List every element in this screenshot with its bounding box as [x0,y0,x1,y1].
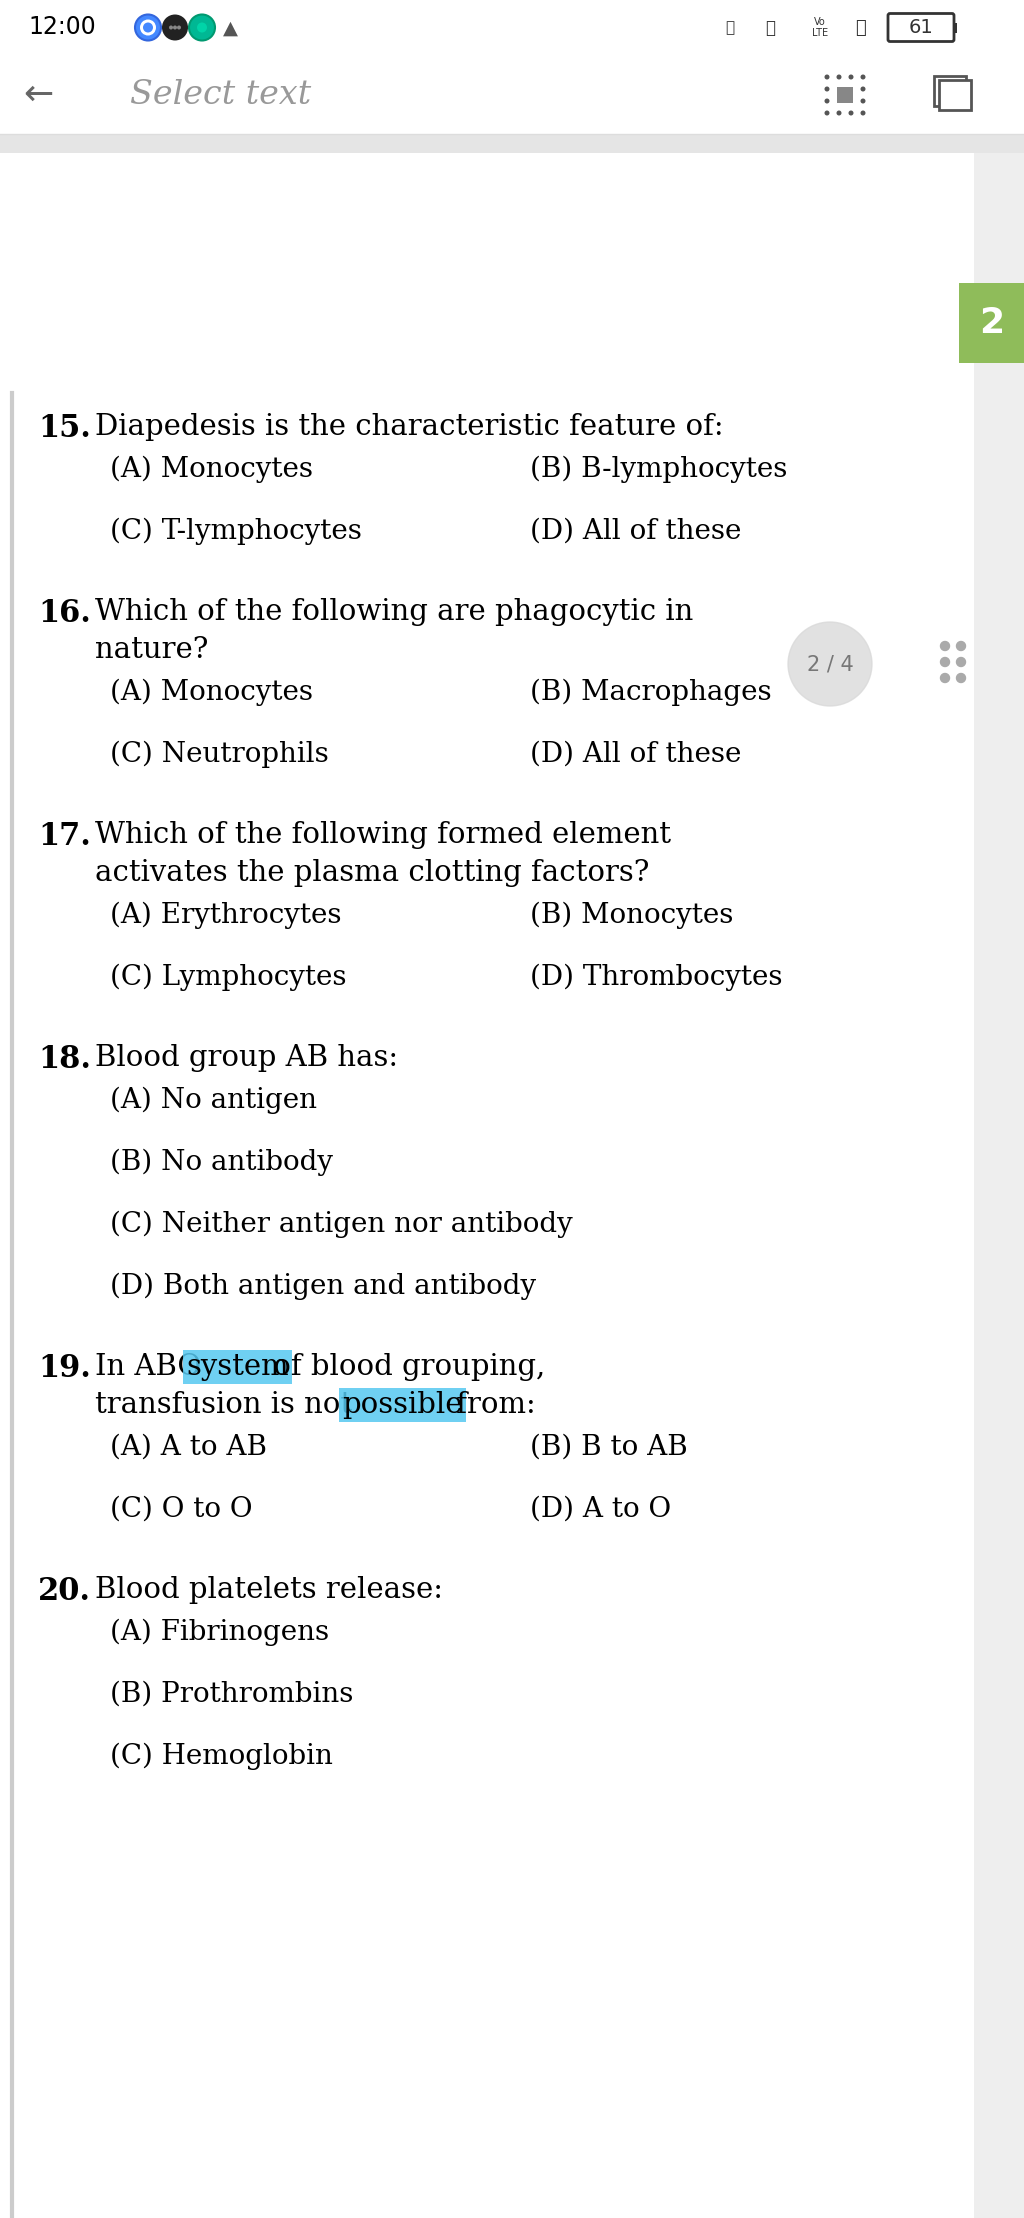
Text: (B) Prothrombins: (B) Prothrombins [110,1681,353,1708]
Text: (A) No antigen: (A) No antigen [110,1087,317,1113]
Text: from:: from: [446,1391,536,1420]
Text: 2: 2 [979,306,1005,339]
Text: Which of the following are phagocytic in: Which of the following are phagocytic in [95,599,693,625]
Circle shape [849,111,853,115]
Text: 61: 61 [908,18,933,38]
Circle shape [824,111,829,115]
Text: ▲: ▲ [222,20,238,38]
FancyBboxPatch shape [0,135,1024,153]
Text: (A) Monocytes: (A) Monocytes [110,457,313,484]
Text: (C) Lymphocytes: (C) Lymphocytes [110,965,346,991]
Circle shape [177,24,181,29]
Text: Blood platelets release:: Blood platelets release: [95,1577,443,1604]
Circle shape [824,98,829,104]
Text: 15.: 15. [38,413,91,444]
Text: nature?: nature? [95,637,208,663]
Text: Blood group AB has:: Blood group AB has: [95,1045,398,1071]
Text: transfusion is not: transfusion is not [95,1391,361,1420]
Text: In ABO: In ABO [95,1353,211,1382]
Text: (A) Erythrocytes: (A) Erythrocytes [110,903,341,929]
Text: (B) Macrophages: (B) Macrophages [530,679,772,705]
Circle shape [173,24,177,29]
FancyBboxPatch shape [0,0,1024,55]
Text: 18.: 18. [38,1045,91,1076]
Text: (C) Hemoglobin: (C) Hemoglobin [110,1743,333,1770]
Circle shape [860,75,865,80]
Circle shape [788,621,872,705]
FancyBboxPatch shape [959,284,1024,364]
Circle shape [849,75,853,80]
Text: (C) T-lymphocytes: (C) T-lymphocytes [110,519,361,546]
Text: (A) A to AB: (A) A to AB [110,1435,267,1462]
Text: (B) B-lymphocytes: (B) B-lymphocytes [530,457,787,484]
FancyBboxPatch shape [0,153,1024,2218]
Circle shape [956,674,966,683]
Text: of blood grouping,: of blood grouping, [264,1353,546,1382]
Text: 20.: 20. [38,1577,91,1608]
Circle shape [940,641,949,650]
Circle shape [135,16,161,40]
Text: 17.: 17. [38,821,91,852]
Text: ←: ← [23,78,53,111]
Circle shape [0,1089,370,1471]
Text: (A) Fibrinogens: (A) Fibrinogens [110,1619,329,1646]
Text: 16.: 16. [38,599,91,630]
FancyBboxPatch shape [837,87,853,102]
Text: Select text: Select text [130,80,311,111]
Circle shape [189,16,215,40]
Circle shape [169,24,173,29]
Circle shape [140,20,156,35]
FancyBboxPatch shape [0,55,1024,135]
Circle shape [837,111,842,115]
Text: (C) Neither antigen nor antibody: (C) Neither antigen nor antibody [110,1211,572,1238]
Text: (C) Neutrophils: (C) Neutrophils [110,741,329,767]
Text: ⬛: ⬛ [725,20,734,35]
Text: 19.: 19. [38,1353,91,1384]
FancyBboxPatch shape [0,153,974,2218]
Text: 12:00: 12:00 [28,16,96,40]
Text: 📶: 📶 [855,18,865,35]
Text: (D) All of these: (D) All of these [530,741,741,767]
Text: Diapedesis is the characteristic feature of:: Diapedesis is the characteristic feature… [95,413,724,441]
Text: (B) B to AB: (B) B to AB [530,1435,688,1462]
Text: (C) O to O: (C) O to O [110,1495,253,1524]
Text: (D) All of these: (D) All of these [530,519,741,546]
FancyBboxPatch shape [888,13,954,42]
Text: possible: possible [342,1391,463,1420]
Text: (A) Monocytes: (A) Monocytes [110,679,313,705]
FancyBboxPatch shape [934,75,966,106]
Text: (B) Monocytes: (B) Monocytes [530,903,733,929]
Text: (D) Thrombocytes: (D) Thrombocytes [530,965,782,991]
Circle shape [940,674,949,683]
Circle shape [143,22,153,33]
Circle shape [197,22,207,33]
Circle shape [860,87,865,91]
Circle shape [860,111,865,115]
Circle shape [956,641,966,650]
Text: (D) Both antigen and antibody: (D) Both antigen and antibody [110,1273,537,1300]
Circle shape [162,16,188,40]
Circle shape [824,87,829,91]
Text: Vo
LTE: Vo LTE [812,18,828,38]
Circle shape [824,75,829,80]
Circle shape [0,1659,260,1981]
FancyBboxPatch shape [939,80,971,111]
Text: (D) A to O: (D) A to O [530,1495,671,1524]
Text: 🛜: 🛜 [765,18,775,35]
Circle shape [837,75,842,80]
Circle shape [956,657,966,665]
Circle shape [860,98,865,104]
FancyBboxPatch shape [953,22,957,33]
Circle shape [940,657,949,665]
Text: (B) No antibody: (B) No antibody [110,1149,333,1176]
Text: activates the plasma clotting factors?: activates the plasma clotting factors? [95,858,649,887]
Text: 2 / 4: 2 / 4 [807,654,853,674]
Text: system: system [186,1353,289,1382]
Text: Which of the following formed element: Which of the following formed element [95,821,671,849]
Circle shape [194,20,210,35]
